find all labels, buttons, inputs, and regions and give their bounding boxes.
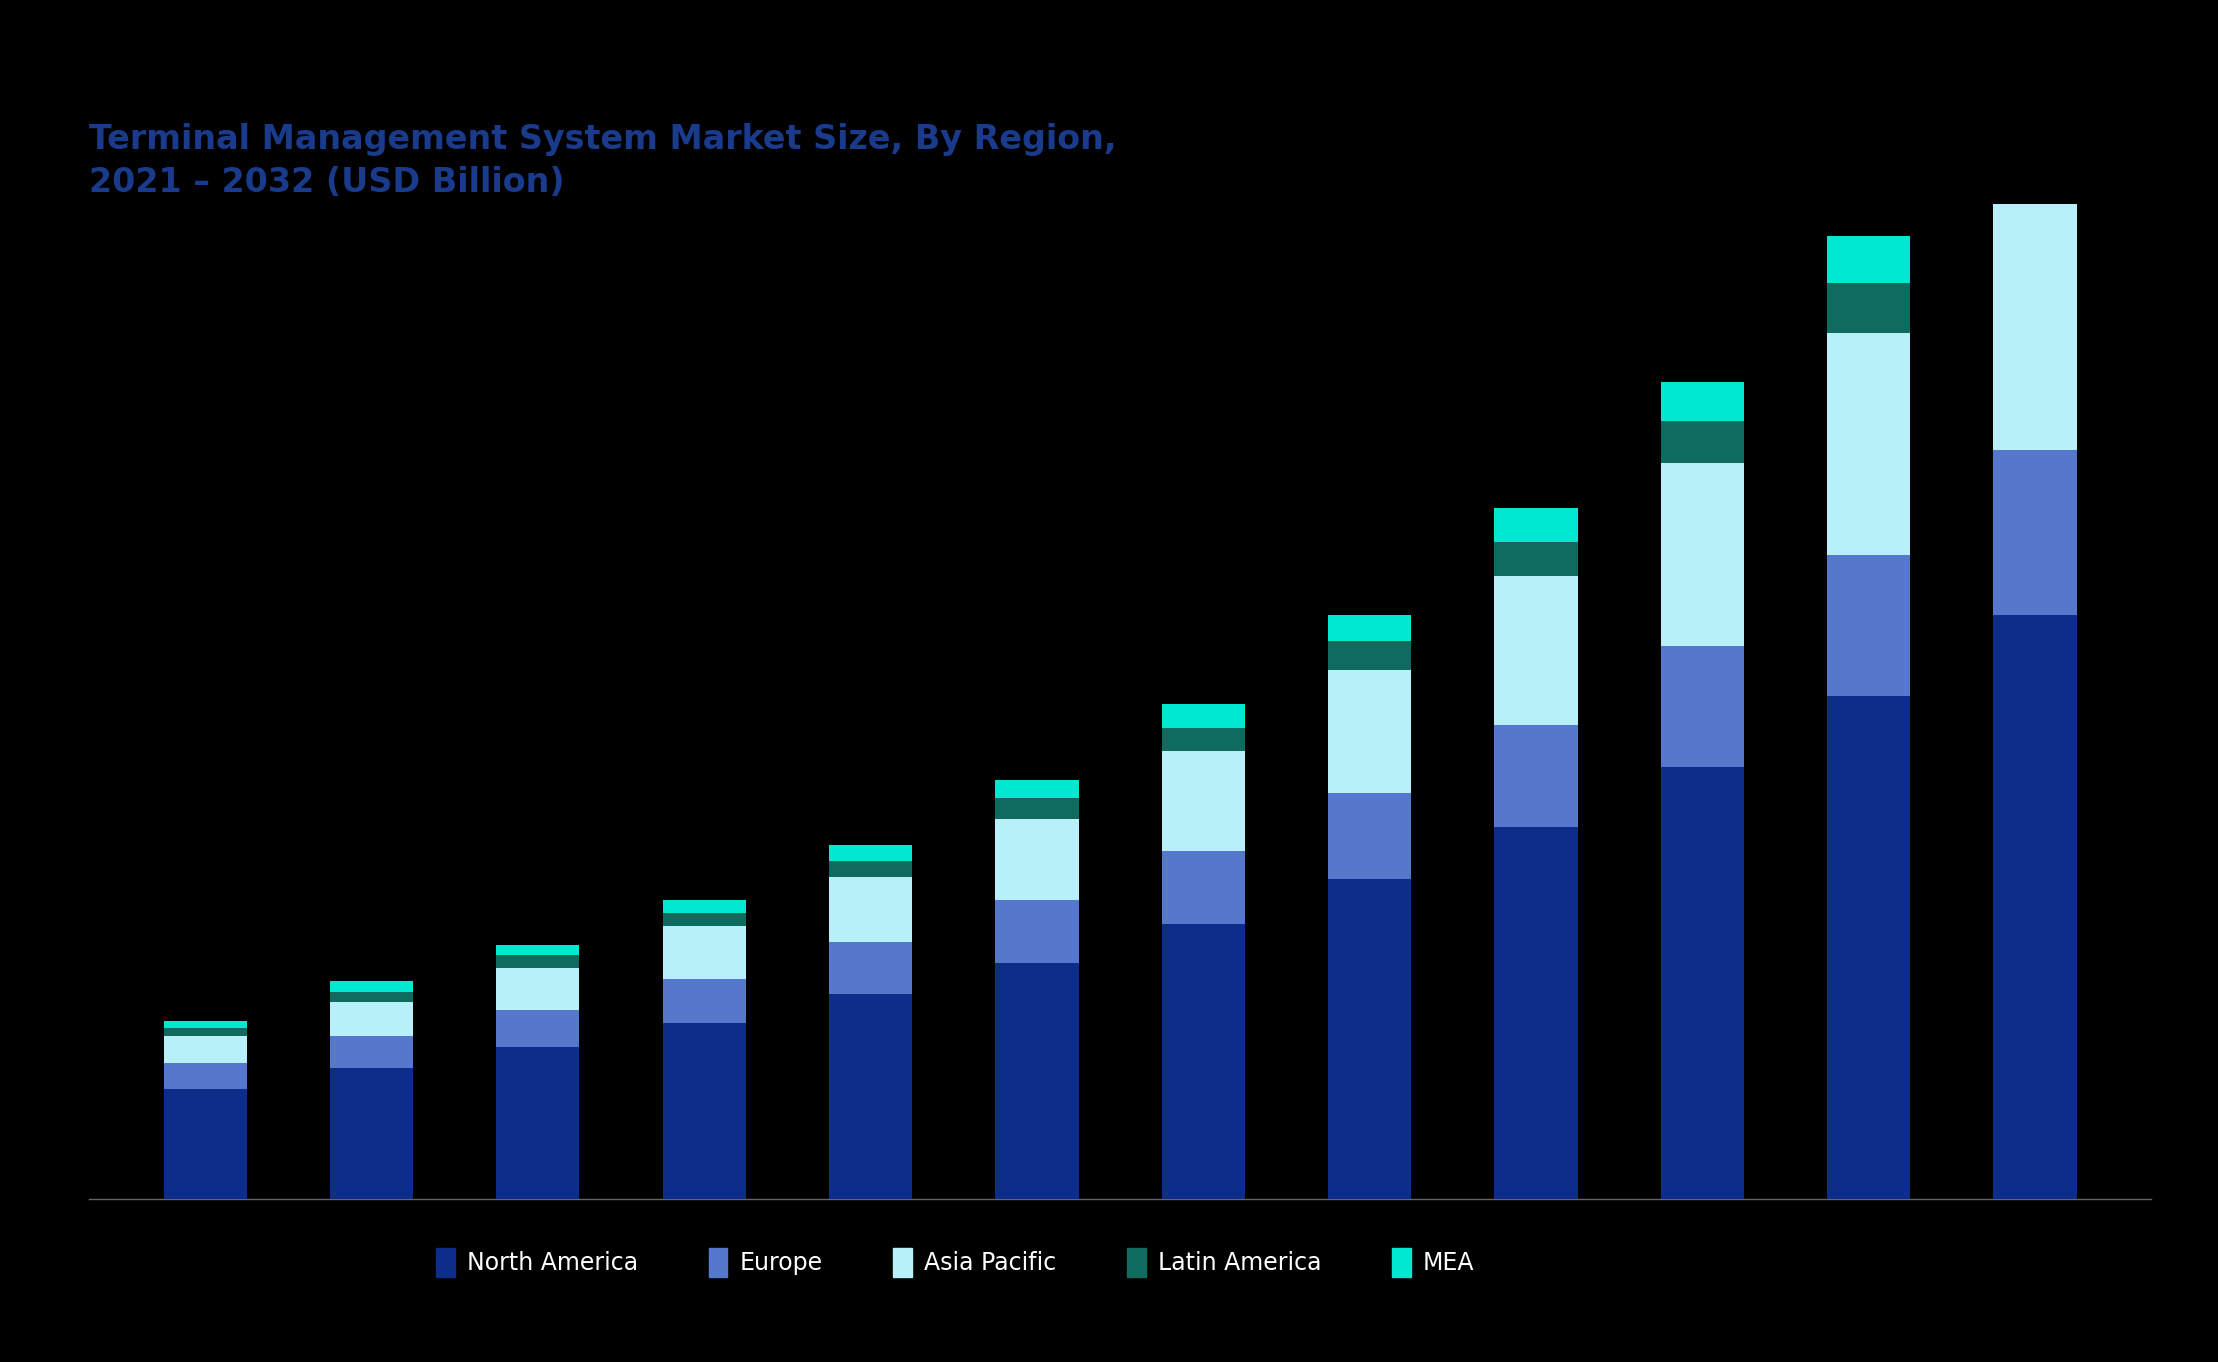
Bar bbox=[330, 1002, 413, 1036]
Bar bbox=[330, 992, 413, 1002]
Bar bbox=[830, 943, 912, 994]
Bar bbox=[830, 846, 912, 861]
Bar bbox=[996, 798, 1078, 819]
Bar bbox=[996, 780, 1078, 798]
Bar bbox=[1661, 421, 1743, 463]
Bar bbox=[1162, 923, 1244, 1199]
Bar bbox=[1661, 383, 1743, 421]
Bar bbox=[164, 1028, 246, 1036]
Bar bbox=[1828, 332, 1910, 554]
Bar bbox=[1661, 463, 1743, 647]
Bar bbox=[1329, 793, 1411, 880]
Bar bbox=[164, 1062, 246, 1088]
Bar bbox=[996, 819, 1078, 900]
Text: Terminal Management System Market Size, By Region,
2021 – 2032 (USD Billion): Terminal Management System Market Size, … bbox=[89, 123, 1116, 199]
Bar bbox=[1661, 647, 1743, 767]
Bar bbox=[1994, 451, 2076, 616]
Bar bbox=[663, 900, 745, 914]
Bar bbox=[1329, 880, 1411, 1199]
Bar bbox=[1329, 670, 1411, 793]
Bar bbox=[497, 945, 579, 955]
Bar bbox=[1828, 554, 1910, 696]
Bar bbox=[1162, 752, 1244, 850]
Bar bbox=[164, 1020, 246, 1028]
Bar bbox=[1828, 236, 1910, 283]
Bar bbox=[663, 926, 745, 979]
Bar bbox=[1495, 576, 1577, 725]
Bar bbox=[1162, 727, 1244, 752]
Bar bbox=[1495, 725, 1577, 827]
Bar bbox=[830, 861, 912, 877]
Bar bbox=[663, 979, 745, 1023]
Bar bbox=[164, 1036, 246, 1062]
Bar bbox=[1495, 508, 1577, 542]
Bar bbox=[1162, 704, 1244, 727]
Bar bbox=[1329, 616, 1411, 642]
Bar bbox=[830, 877, 912, 943]
Bar bbox=[663, 914, 745, 926]
Bar bbox=[497, 1047, 579, 1199]
Legend: North America, Europe, Asia Pacific, Latin America, MEA: North America, Europe, Asia Pacific, Lat… bbox=[426, 1238, 1484, 1286]
Bar bbox=[1828, 696, 1910, 1199]
Bar bbox=[1162, 850, 1244, 923]
Bar bbox=[1828, 283, 1910, 332]
Bar bbox=[1994, 616, 2076, 1199]
Bar bbox=[1994, 121, 2076, 181]
Bar bbox=[1495, 542, 1577, 576]
Bar bbox=[663, 1023, 745, 1199]
Bar bbox=[996, 963, 1078, 1199]
Bar bbox=[1329, 642, 1411, 670]
Bar bbox=[330, 1036, 413, 1068]
Bar bbox=[1994, 181, 2076, 451]
Bar bbox=[497, 955, 579, 968]
Bar bbox=[330, 1068, 413, 1199]
Bar bbox=[330, 982, 413, 992]
Bar bbox=[497, 968, 579, 1011]
Bar bbox=[1994, 63, 2076, 121]
Bar bbox=[164, 1088, 246, 1199]
Bar bbox=[497, 1011, 579, 1047]
Bar bbox=[830, 994, 912, 1199]
Bar bbox=[996, 900, 1078, 963]
Bar bbox=[1661, 767, 1743, 1199]
Bar bbox=[1495, 827, 1577, 1199]
